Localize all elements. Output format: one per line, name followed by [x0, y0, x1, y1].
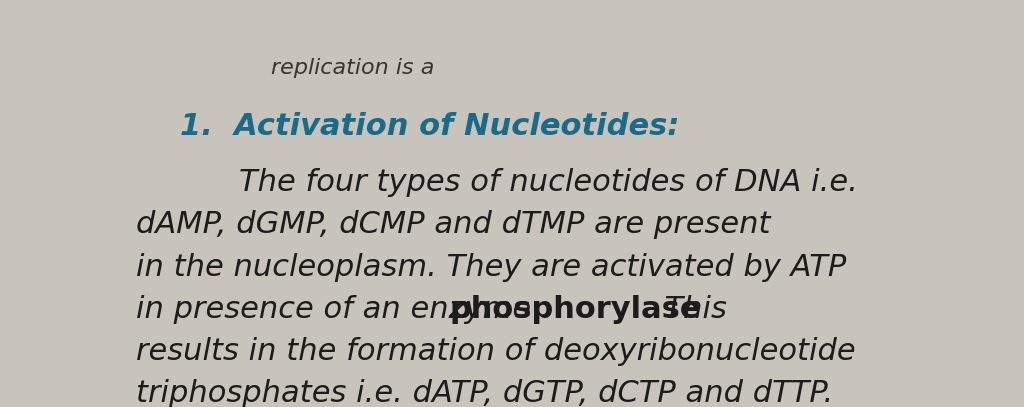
Text: in the nucleoplasm. They are activated by ATP: in the nucleoplasm. They are activated b… [136, 252, 846, 282]
Text: results in the formation of deoxyribonucleotide: results in the formation of deoxyribonuc… [136, 337, 856, 366]
Text: in presence of an enzyme: in presence of an enzyme [136, 295, 541, 324]
Text: The four types of nucleotides of DNA i.e.: The four types of nucleotides of DNA i.e… [240, 168, 858, 197]
Text: phosphorylase: phosphorylase [450, 295, 701, 324]
Text: replication is a: replication is a [270, 58, 434, 78]
Text: . This: . This [645, 295, 726, 324]
Text: dAMP, dGMP, dCMP and dTMP are present: dAMP, dGMP, dCMP and dTMP are present [136, 210, 770, 239]
Text: 1.  Activation of Nucleotides:: 1. Activation of Nucleotides: [179, 112, 679, 140]
Text: triphosphates i.e. dATP, dGTP, dCTP and dTTP.: triphosphates i.e. dATP, dGTP, dCTP and … [136, 379, 834, 407]
